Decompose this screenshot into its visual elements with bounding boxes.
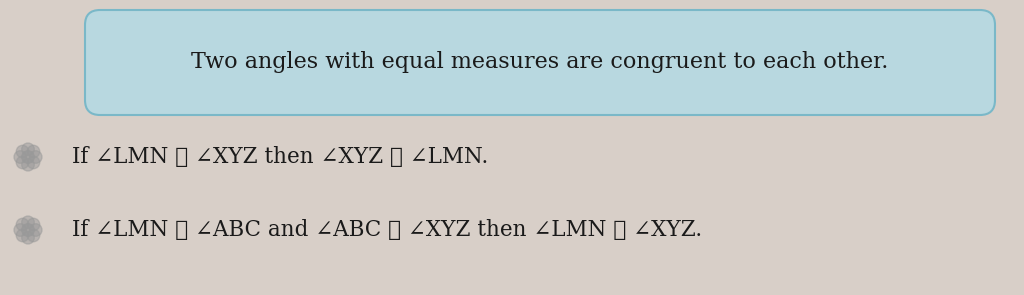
Circle shape <box>22 158 34 171</box>
Text: If ∠LMN ≅ ∠XYZ then ∠XYZ ≅ ∠LMN.: If ∠LMN ≅ ∠XYZ then ∠XYZ ≅ ∠LMN. <box>72 146 488 168</box>
FancyBboxPatch shape <box>85 10 995 115</box>
Text: If ∠LMN ≅ ∠ABC and ∠ABC ≅ ∠XYZ then ∠LMN ≅ ∠XYZ.: If ∠LMN ≅ ∠ABC and ∠ABC ≅ ∠XYZ then ∠LMN… <box>72 219 702 241</box>
Circle shape <box>22 216 34 229</box>
Circle shape <box>22 231 34 244</box>
Circle shape <box>28 156 40 169</box>
Circle shape <box>30 151 42 163</box>
Circle shape <box>30 224 42 236</box>
Circle shape <box>14 224 27 236</box>
Circle shape <box>28 145 40 158</box>
Circle shape <box>22 151 34 163</box>
Circle shape <box>28 218 40 231</box>
Circle shape <box>22 224 34 236</box>
Circle shape <box>16 156 29 169</box>
Circle shape <box>14 151 27 163</box>
Circle shape <box>16 145 29 158</box>
Circle shape <box>16 229 29 242</box>
Circle shape <box>16 218 29 231</box>
Circle shape <box>22 143 34 155</box>
Circle shape <box>28 229 40 242</box>
Text: Two angles with equal measures are congruent to each other.: Two angles with equal measures are congr… <box>191 52 889 73</box>
